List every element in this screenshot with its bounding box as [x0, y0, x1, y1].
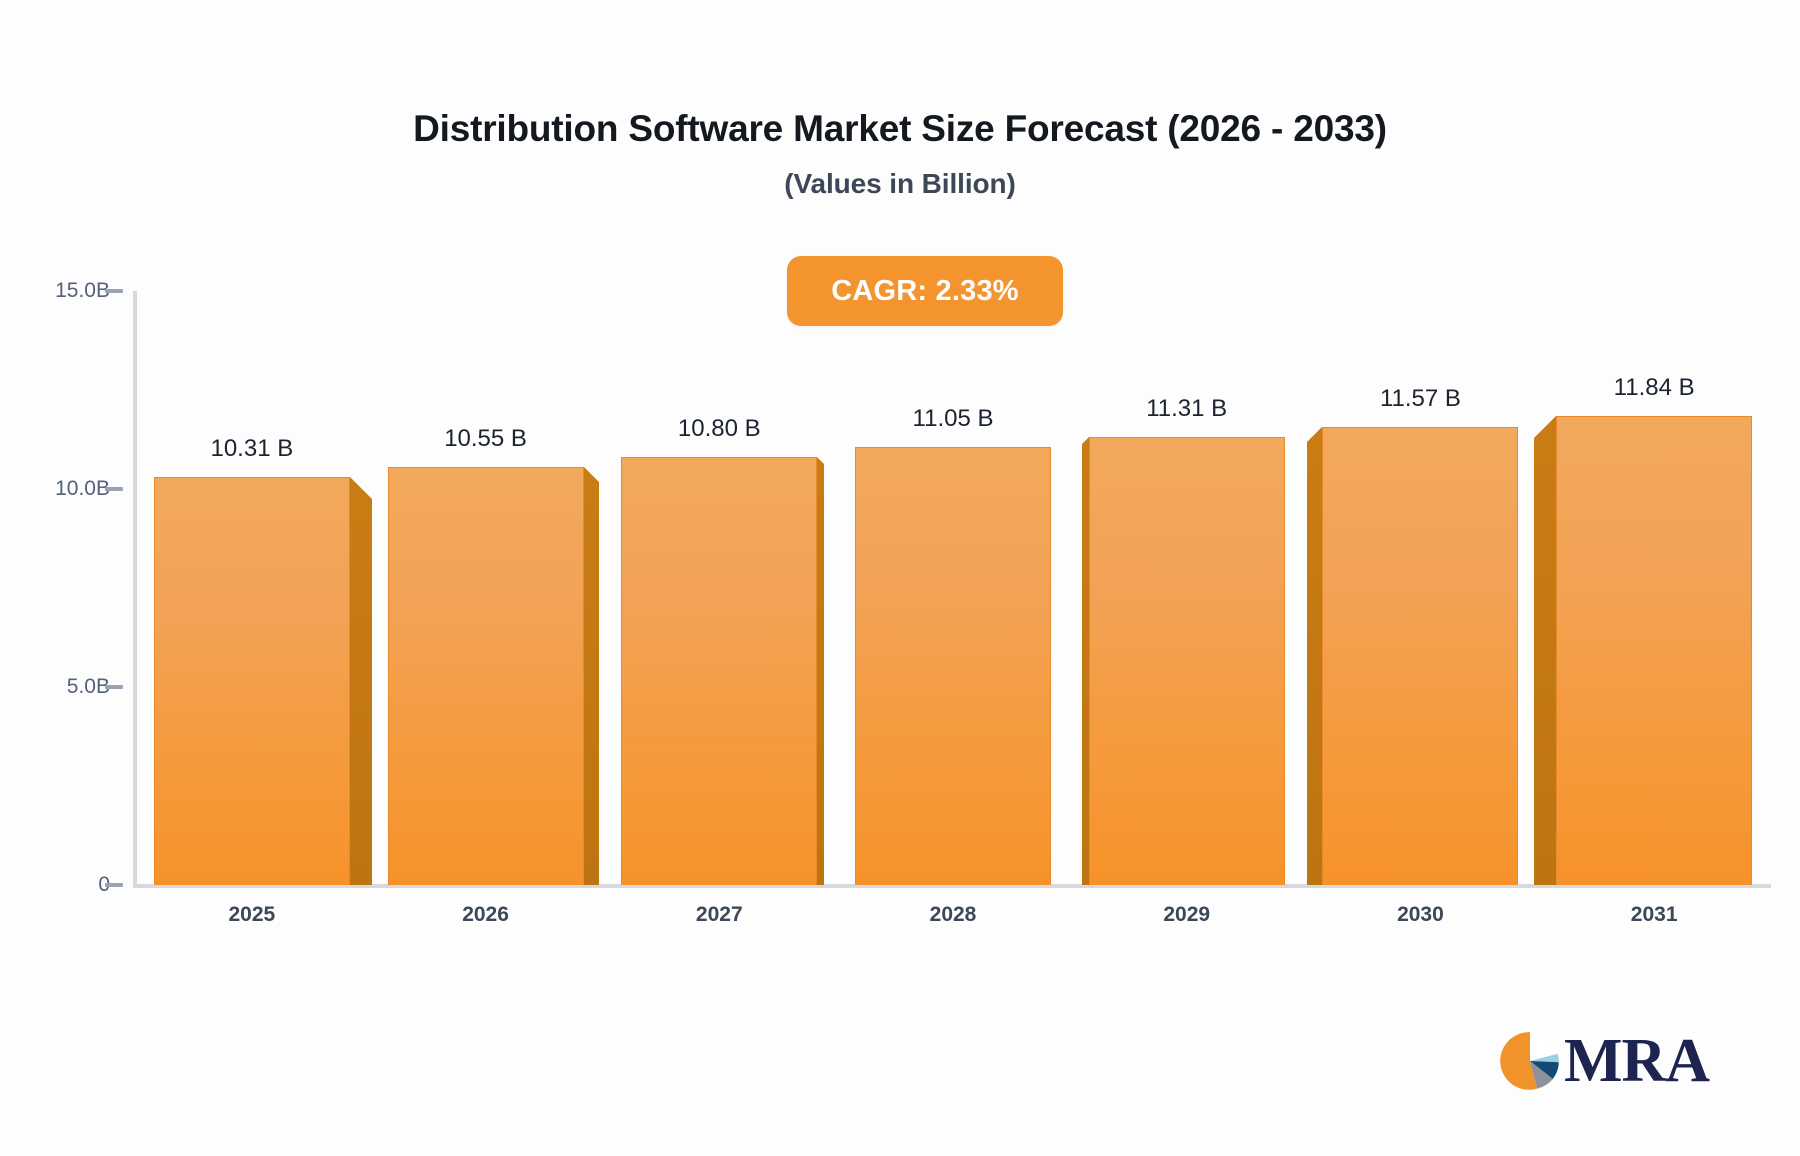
x-axis-tick-label: 2029: [1163, 903, 1211, 926]
x-axis-tick-label: 2028: [929, 903, 977, 926]
y-axis-tick-mark: [105, 487, 123, 491]
x-axis-tick-label: 2031: [1630, 903, 1678, 926]
y-axis-line: [133, 291, 137, 886]
bar-2031: 11.84 B: [1534, 374, 1753, 885]
page-title: Distribution Software Market Size Foreca…: [413, 108, 1387, 149]
bar-face: [387, 467, 584, 885]
bar-2027: 10.80 B: [621, 415, 825, 885]
y-axis-tick-mark: [105, 685, 123, 689]
bar-face: [855, 447, 1051, 885]
bar-face: [1556, 416, 1753, 885]
bar-value-label: 10.80 B: [677, 415, 761, 443]
y-axis-tick-mark: [105, 289, 123, 293]
bar-2030: 11.57 B: [1307, 385, 1519, 885]
bar-face: [1322, 426, 1519, 885]
bar-top-wedge: [349, 476, 372, 499]
bar-2026: 10.55 B: [387, 425, 599, 885]
bar-value-label: 10.31 B: [210, 434, 294, 462]
bar-top-wedge: [1534, 416, 1557, 439]
y-axis-tick-label: 15.0B: [55, 279, 110, 302]
bar-value-label: 10.55 B: [444, 425, 527, 453]
cagr-badge: CAGR: 2.33%: [787, 256, 1063, 326]
bar-side-facet: [349, 498, 372, 885]
bar-2029: 11.31 B: [1081, 395, 1285, 885]
bar-value-label: 11.57 B: [1379, 384, 1461, 412]
bar-top-wedge: [817, 457, 825, 465]
y-axis-tick-mark: [105, 883, 123, 887]
pie-chart-icon: [1500, 1032, 1559, 1090]
bar-top-wedge: [1307, 426, 1323, 442]
bar-side-facet: [1307, 441, 1323, 885]
x-axis-tick-label: 2025: [228, 903, 276, 926]
title-block: Distribution Software Market Size Foreca…: [0, 108, 1800, 200]
bar-face: [153, 476, 350, 885]
bar-value-label: 11.05 B: [912, 405, 994, 433]
brand-logo: MRA: [1500, 1027, 1710, 1095]
bar-top-wedge: [583, 467, 599, 483]
bar-2025: 10.31 B: [153, 435, 372, 885]
brand-logo-text: MRA: [1564, 1027, 1710, 1095]
bar-side-facet: [1081, 444, 1089, 885]
bar-value-label: 11.84 B: [1613, 374, 1695, 402]
bar-face: [621, 457, 818, 885]
y-axis-tick-label: 5.0B: [66, 675, 110, 698]
y-axis-tick-label: 10.0B: [55, 477, 110, 500]
x-axis-tick-label: 2027: [695, 903, 743, 926]
chart-subtitle: (Values in Billion): [784, 167, 1016, 199]
bar-value-label: 11.31 B: [1146, 395, 1228, 423]
bar-side-facet: [583, 482, 599, 885]
bar-2028: 11.05 B: [855, 405, 1051, 885]
cagr-badge-label: CAGR: 2.33%: [831, 274, 1019, 307]
bar-face: [1088, 437, 1285, 885]
x-axis-tick-label: 2030: [1397, 903, 1444, 926]
x-axis-line: [133, 884, 1771, 888]
bar-side-facet: [1534, 438, 1557, 885]
bar-side-facet: [817, 464, 825, 885]
bar-top-wedge: [1081, 437, 1089, 445]
y-axis-tick-label: 0: [0, 873, 110, 897]
x-axis-tick-label: 2026: [462, 903, 509, 926]
